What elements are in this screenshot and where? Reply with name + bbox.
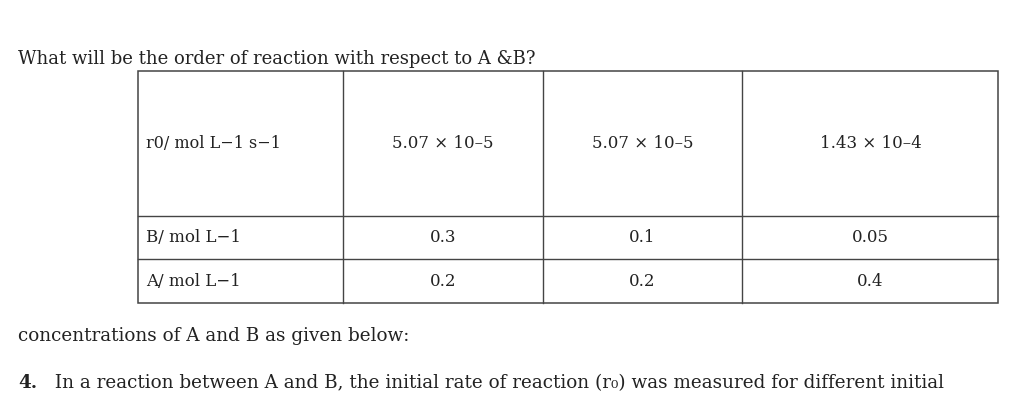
Text: 1.43 × 10–4: 1.43 × 10–4 xyxy=(819,135,922,152)
Text: 5.07 × 10–5: 5.07 × 10–5 xyxy=(592,135,693,152)
Text: 5.07 × 10–5: 5.07 × 10–5 xyxy=(392,135,494,152)
Text: 0.4: 0.4 xyxy=(857,273,884,289)
Text: What will be the order of reaction with respect to A &B?: What will be the order of reaction with … xyxy=(18,50,536,67)
Text: 0.05: 0.05 xyxy=(852,229,889,246)
Text: 0.2: 0.2 xyxy=(430,273,456,289)
Text: A/ mol L−1: A/ mol L−1 xyxy=(146,273,242,289)
Bar xyxy=(138,71,998,303)
Text: 4.: 4. xyxy=(18,374,38,392)
Text: 0.3: 0.3 xyxy=(430,229,456,246)
Text: B/ mol L−1: B/ mol L−1 xyxy=(146,229,242,246)
Text: concentrations of A and B as given below:: concentrations of A and B as given below… xyxy=(18,327,410,345)
Text: In a reaction between A and B, the initial rate of reaction (r₀) was measured fo: In a reaction between A and B, the initi… xyxy=(43,374,944,392)
Text: 0.1: 0.1 xyxy=(630,229,655,246)
Text: 0.2: 0.2 xyxy=(630,273,655,289)
Text: r0/ mol L−1 s−1: r0/ mol L−1 s−1 xyxy=(146,135,282,152)
